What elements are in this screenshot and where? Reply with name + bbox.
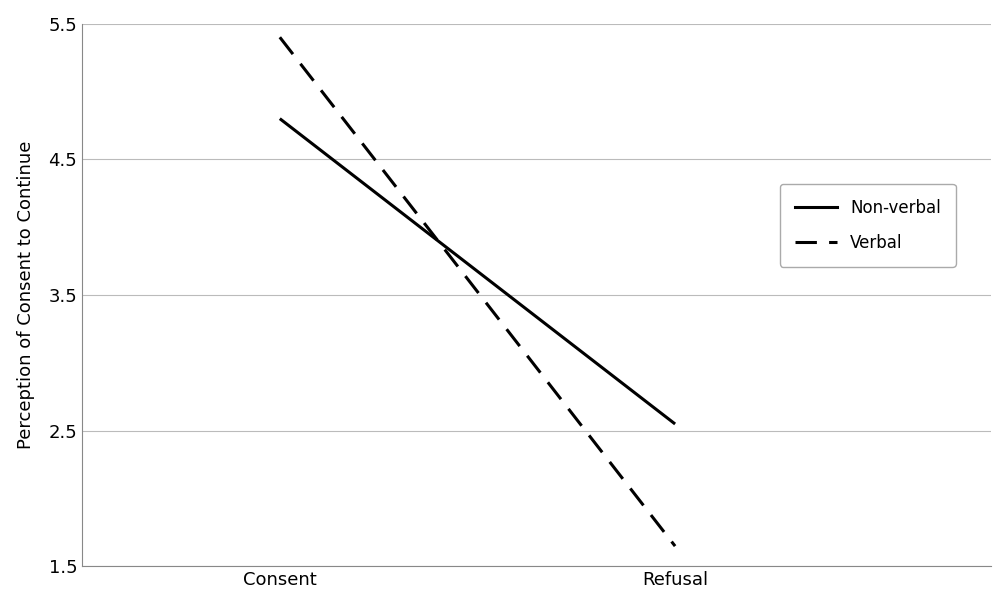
Legend: Non-verbal, Verbal: Non-verbal, Verbal xyxy=(780,184,956,267)
Y-axis label: Perception of Consent to Continue: Perception of Consent to Continue xyxy=(17,141,34,449)
